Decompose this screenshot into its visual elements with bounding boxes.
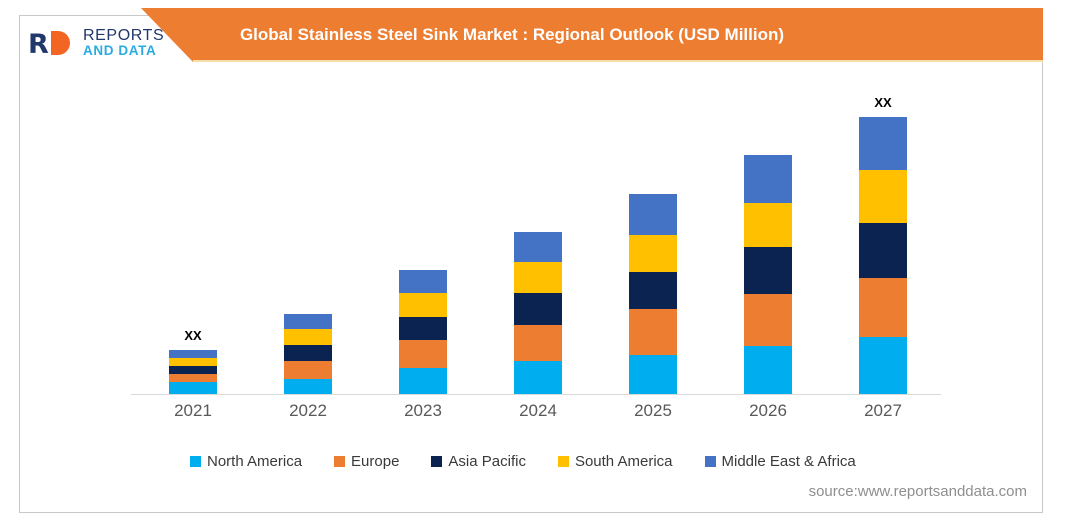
x-label-2026: 2026 — [749, 401, 787, 420]
bar-2026 — [744, 155, 792, 394]
bar-segment-north-america-2025 — [629, 355, 677, 394]
x-label-2027: 2027 — [864, 401, 902, 420]
bar-segment-north-america-2022 — [284, 379, 332, 394]
bar-segment-europe-2024 — [514, 325, 562, 361]
bar-2023 — [399, 270, 447, 394]
bar-segment-middle-east-africa-2027 — [859, 117, 907, 170]
chart-card: Global Stainless Steel Sink Market : Reg… — [19, 8, 1043, 513]
bar-segment-europe-2023 — [399, 340, 447, 368]
bar-2024 — [514, 232, 562, 394]
bar-segment-asia-pacific-2026 — [744, 247, 792, 294]
bar-segment-south-america-2027 — [859, 170, 907, 223]
bar-segment-north-america-2024 — [514, 361, 562, 394]
chart-legend: North America Europe Asia Pacific South Ame… — [190, 453, 856, 470]
bar-2021 — [169, 350, 217, 394]
bar-segment-middle-east-africa-2022 — [284, 314, 332, 329]
legend-swatch-icon — [704, 456, 716, 467]
legend-swatch-icon — [431, 456, 443, 467]
x-label-2022: 2022 — [289, 401, 327, 420]
bar-segment-south-america-2022 — [284, 329, 332, 345]
bar-segment-asia-pacific-2022 — [284, 345, 332, 361]
bar-segment-south-america-2024 — [514, 262, 562, 293]
bar-segment-europe-2021 — [169, 374, 217, 382]
source-attribution: source:www.reportsanddata.com — [808, 483, 1027, 500]
plot-area: XX XX — [131, 91, 941, 394]
bar-segment-south-america-2026 — [744, 203, 792, 247]
bar-segment-north-america-2026 — [744, 346, 792, 394]
x-label-2024: 2024 — [519, 401, 557, 420]
bar-segment-middle-east-africa-2021 — [169, 350, 217, 358]
legend-label: North America — [207, 453, 303, 470]
legend-swatch-icon — [334, 456, 346, 467]
legend-label: Middle East & Africa — [721, 453, 856, 470]
legend-label: Europe — [351, 453, 400, 470]
title-banner: Global Stainless Steel Sink Market : Reg… — [141, 8, 1043, 62]
bar-segment-north-america-2023 — [399, 368, 447, 394]
legend-swatch-icon — [557, 456, 569, 467]
bar-segment-europe-2027 — [859, 278, 907, 337]
brand-name-line2: AND DATA — [83, 43, 157, 58]
bar-segment-middle-east-africa-2024 — [514, 232, 562, 262]
bar-segment-middle-east-africa-2026 — [744, 155, 792, 203]
chart-title: Global Stainless Steel Sink Market : Reg… — [239, 25, 785, 44]
legend-item-asia-pacific: Asia Pacific — [431, 453, 526, 470]
bar-value-label-2027: XX — [874, 95, 892, 110]
legend-item-north-america: North America — [190, 453, 302, 470]
bar-segment-south-america-2025 — [629, 235, 677, 272]
bar-segment-north-america-2027 — [859, 337, 907, 394]
bar-segment-asia-pacific-2023 — [399, 317, 447, 340]
bar-value-label-2021: XX — [184, 328, 202, 343]
legend-item-europe: Europe — [334, 453, 399, 470]
bar-segment-asia-pacific-2027 — [859, 223, 907, 278]
bar-2027 — [859, 117, 907, 394]
x-label-2023: 2023 — [404, 401, 442, 420]
legend-item-middle-east-africa: Middle East & Africa — [704, 453, 856, 470]
brand-name-line1: REPORTS — [83, 27, 165, 44]
bar-segment-europe-2025 — [629, 309, 677, 355]
banner-bottom-highlight — [193, 60, 1043, 62]
x-axis-line — [131, 394, 941, 395]
bar-segment-asia-pacific-2024 — [514, 293, 562, 325]
legend-label: Asia Pacific — [448, 453, 526, 470]
bar-segment-middle-east-africa-2025 — [629, 194, 677, 235]
bar-segment-asia-pacific-2021 — [169, 366, 217, 374]
bar-2025 — [629, 194, 677, 394]
brand-logo-icon: R — [29, 29, 70, 57]
bar-segment-europe-2022 — [284, 361, 332, 379]
brand-logo: R REPORTS AND DATA — [29, 27, 164, 58]
bar-segment-asia-pacific-2025 — [629, 272, 677, 309]
brand-name: REPORTS AND DATA — [83, 27, 164, 58]
legend-swatch-icon — [190, 456, 201, 467]
bar-segment-south-america-2021 — [169, 358, 217, 366]
legend-label: South America — [574, 453, 673, 470]
svg-text:R: R — [29, 29, 49, 57]
bar-segment-middle-east-africa-2023 — [399, 270, 447, 293]
x-label-2021: 2021 — [174, 401, 212, 420]
bar-2022 — [284, 314, 332, 394]
x-axis-tick-labels: 2021 2022 2023 2024 2025 2026 2027 — [131, 401, 941, 421]
bar-segment-europe-2026 — [744, 294, 792, 346]
x-label-2025: 2025 — [634, 401, 672, 420]
legend-item-south-america: South America — [557, 453, 673, 470]
bar-segment-south-america-2023 — [399, 293, 447, 317]
bar-segment-north-america-2021 — [169, 382, 217, 394]
